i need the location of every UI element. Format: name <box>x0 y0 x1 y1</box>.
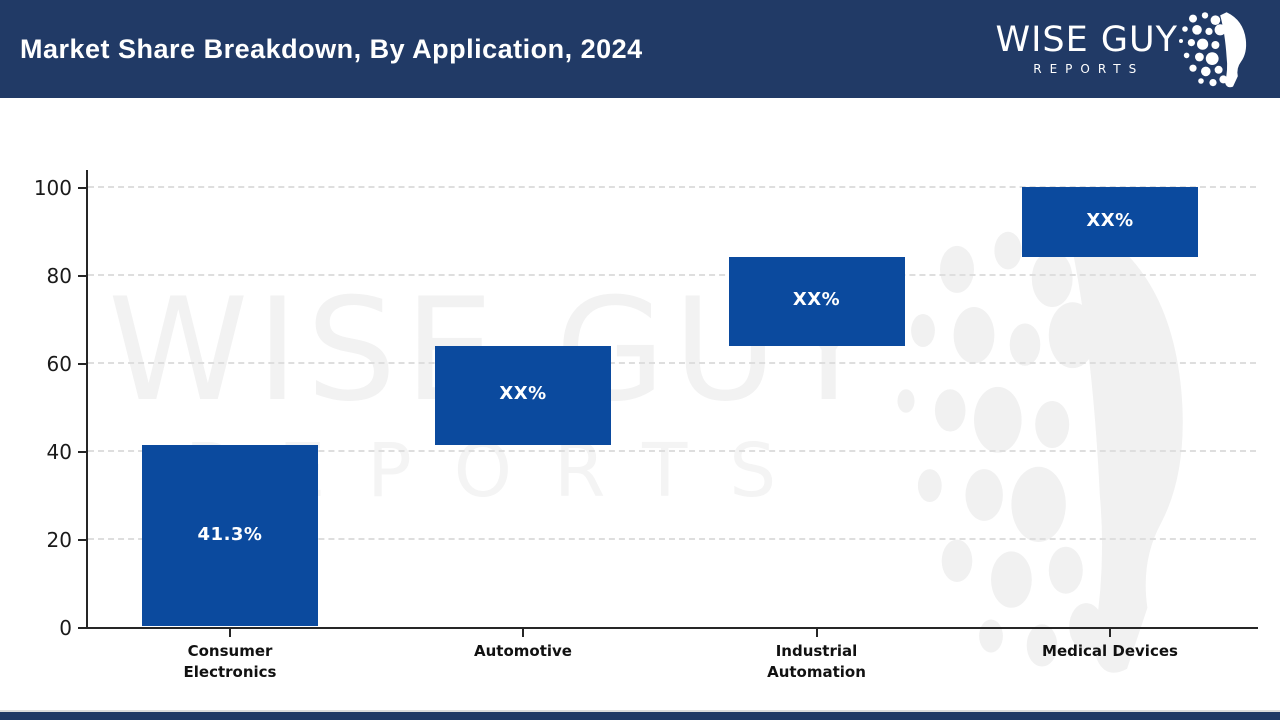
footer-bar <box>0 712 1280 720</box>
y-tick-label-80: 80 <box>46 263 72 288</box>
gridline-40 <box>88 449 1256 452</box>
x-tick-label-line: Consumer <box>187 641 273 660</box>
y-tick-label-100: 100 <box>33 175 72 200</box>
y-tick-label-60: 60 <box>46 351 72 376</box>
bar-consumer-electronics <box>142 444 318 627</box>
x-tick-label-line: Industrial <box>775 641 858 660</box>
y-tick-label-0: 0 <box>59 615 72 640</box>
y-tick-label-40: 40 <box>46 439 72 464</box>
x-tick-label-line: Medical Devices <box>1042 641 1178 660</box>
x-tickmark-automotive <box>522 628 524 637</box>
wise-guy-reports-logo: WISE GUY REPORTS <box>995 9 1252 89</box>
gridline-60 <box>88 361 1256 364</box>
gridline-20 <box>88 537 1256 540</box>
x-tick-label-line: Electronics <box>183 662 277 681</box>
x-tick-label-line: Automation <box>767 662 866 681</box>
y-tick-label-20: 20 <box>46 527 72 552</box>
logo-text: WISE GUY REPORTS <box>995 20 1178 76</box>
y-tickmark-0 <box>78 626 86 629</box>
x-tick-label-line: Automotive <box>474 641 572 660</box>
gridline-100 <box>88 185 1256 188</box>
x-tick-label-consumer-electronics: Consumer Electronics <box>120 641 340 683</box>
bar-value-label-medical-devices: XX% <box>1086 209 1134 231</box>
dotted-face-icon <box>1179 12 1247 88</box>
y-axis-line <box>86 170 88 629</box>
y-tickmark-80 <box>78 274 86 277</box>
bar-medical-devices <box>1022 186 1198 257</box>
bar-value-label-industrial-automation: XX% <box>792 289 841 311</box>
chart-header: Market Share Breakdown, By Application, … <box>0 0 1280 98</box>
y-tickmark-100 <box>78 186 86 189</box>
gridline-80 <box>88 273 1256 276</box>
footer-divider <box>0 710 1280 712</box>
watermark-face-dots-icon <box>897 231 1183 673</box>
y-tickmark-40 <box>78 450 86 453</box>
y-tickmark-60 <box>78 362 86 365</box>
bar-industrial-automation <box>728 256 905 346</box>
bar-value-label-consumer-electronics: 41.3% <box>197 523 263 545</box>
x-tickmark-industrial-automation <box>815 628 818 637</box>
chart-plot-area: WISE GUY REPORTS 0 20 40 60 80 100 41.3% Consum… <box>0 98 1280 712</box>
page-title: Market Share Breakdown, By Application, … <box>20 33 643 64</box>
x-tick-label-medical-devices: Medical Devices <box>1000 641 1220 662</box>
logo-subtitle: REPORTS <box>1033 62 1145 76</box>
x-tickmark-medical-devices <box>1109 628 1111 637</box>
x-tickmark-consumer-electronics <box>229 628 231 637</box>
bar-value-label-automotive: XX% <box>499 383 547 405</box>
logo-wordmark: WISE GUY <box>995 20 1178 60</box>
x-tick-label-automotive: Automotive <box>413 641 633 662</box>
x-axis-line <box>84 626 1258 629</box>
bar-automotive <box>435 345 611 445</box>
y-tickmark-20 <box>78 538 86 541</box>
x-tick-label-industrial-automation: Industrial Automation <box>707 641 927 683</box>
